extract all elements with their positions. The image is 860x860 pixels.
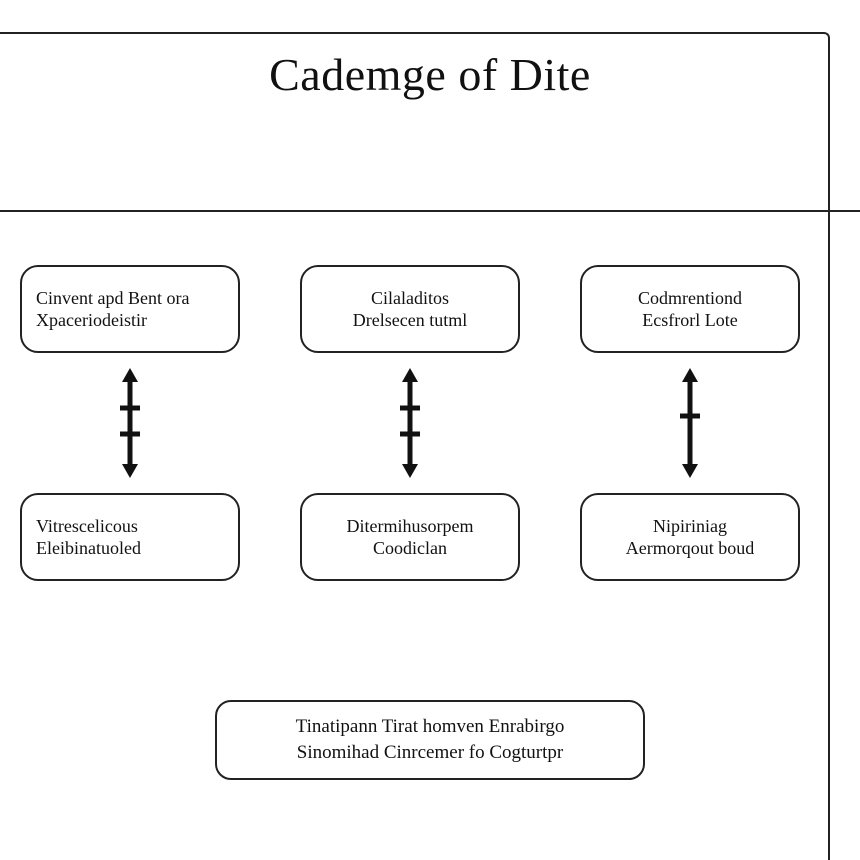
double-arrow-icon bbox=[117, 368, 143, 478]
double-arrow-icon bbox=[397, 368, 423, 478]
node-footer: Tinatipann Tirat homven Enrabirgo Sinomi… bbox=[215, 700, 645, 780]
arrow-cell-1 bbox=[117, 353, 143, 493]
node-bottom-2: Ditermihusorpem Coodiclan bbox=[300, 493, 520, 581]
node-bottom-1: Vitrescelicous Eleibinatuoled bbox=[20, 493, 240, 581]
node-top-3-line1: Codmrentiond bbox=[638, 287, 742, 310]
node-bottom-1-line1: Vitrescelicous bbox=[36, 515, 138, 538]
node-top-2: Cilaladitos Drelsecen tutml bbox=[300, 265, 520, 353]
arrow-cell-2 bbox=[397, 353, 423, 493]
node-top-3-line2: Ecsfrorl Lote bbox=[642, 309, 737, 332]
node-top-1-line2: Xpaceriodeistir bbox=[36, 309, 147, 332]
node-bottom-2-line2: Coodiclan bbox=[373, 537, 447, 560]
diagram-page: Cademge of Dite Cinvent apd Bent ora Xpa… bbox=[0, 0, 860, 860]
node-bottom-3: Nipiriniag Aermorqout boud bbox=[580, 493, 800, 581]
node-top-2-line1: Cilaladitos bbox=[371, 287, 449, 310]
node-footer-line1: Tinatipann Tirat homven Enrabirgo bbox=[296, 714, 565, 740]
node-top-1: Cinvent apd Bent ora Xpaceriodeistir bbox=[20, 265, 240, 353]
node-footer-line2: Sinomihad Cinrcemer fo Cogturtpr bbox=[297, 740, 563, 766]
diagram-grid: Cinvent apd Bent ora Xpaceriodeistir Cil… bbox=[10, 265, 810, 581]
node-bottom-1-line2: Eleibinatuoled bbox=[36, 537, 141, 560]
double-arrow-icon bbox=[677, 368, 703, 478]
node-top-2-line2: Drelsecen tutml bbox=[353, 309, 467, 332]
node-top-1-line1: Cinvent apd Bent ora bbox=[36, 287, 189, 310]
node-bottom-3-line1: Nipiriniag bbox=[653, 515, 727, 538]
arrow-cell-3 bbox=[677, 353, 703, 493]
node-top-3: Codmrentiond Ecsfrorl Lote bbox=[580, 265, 800, 353]
node-bottom-3-line2: Aermorqout boud bbox=[626, 537, 754, 560]
node-bottom-2-line1: Ditermihusorpem bbox=[347, 515, 474, 538]
